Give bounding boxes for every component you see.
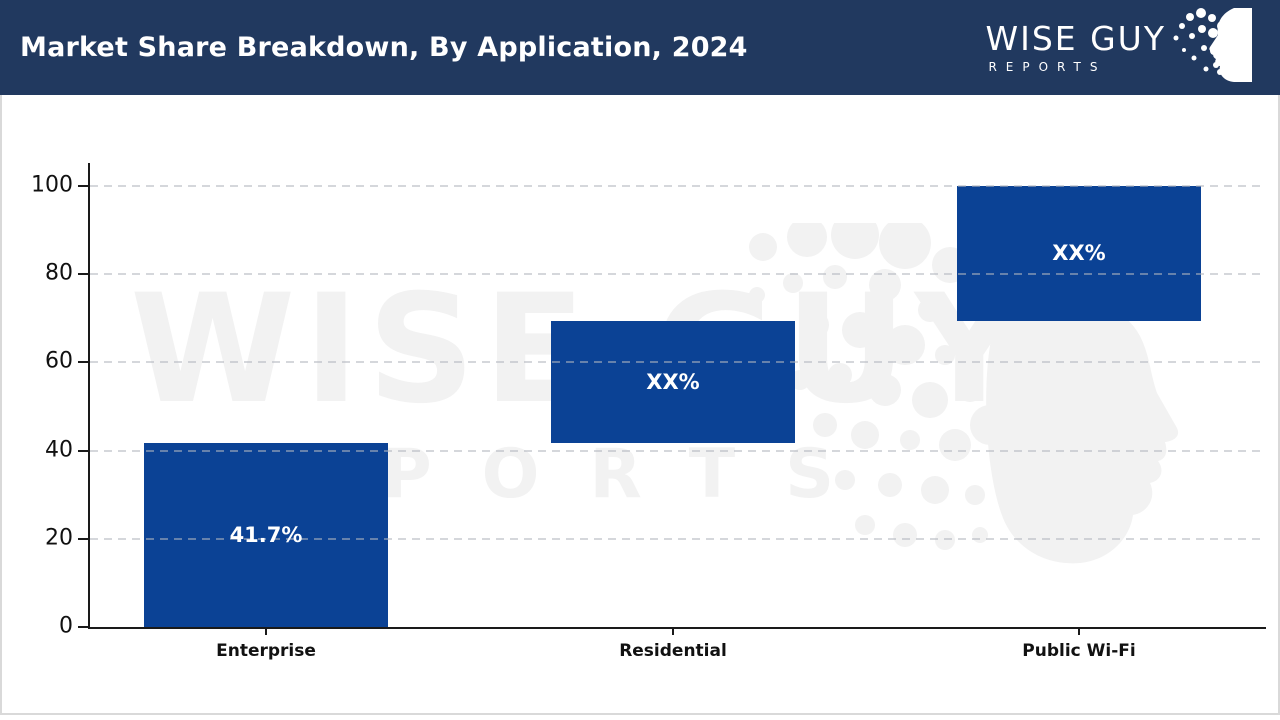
bar-public-wi-fi bbox=[957, 186, 1201, 321]
y-tick-40 bbox=[78, 449, 88, 452]
bar-value-label: XX% bbox=[1052, 241, 1106, 266]
y-tick-label: 20 bbox=[45, 525, 73, 551]
header-bar: Market Share Breakdown, By Application, … bbox=[0, 0, 1280, 95]
y-tick-label: 60 bbox=[45, 348, 73, 374]
x-tick-2 bbox=[1078, 627, 1080, 635]
x-axis-label: Public Wi-Fi bbox=[1022, 641, 1136, 661]
gridline-40 bbox=[90, 449, 1266, 452]
gridline-60 bbox=[90, 361, 1266, 364]
gridline-20 bbox=[90, 537, 1266, 540]
bar-value-label: 41.7% bbox=[229, 523, 303, 548]
bar-value-label: XX% bbox=[646, 369, 700, 394]
y-tick-label: 100 bbox=[31, 172, 73, 198]
y-tick-80 bbox=[78, 273, 88, 276]
y-tick-60 bbox=[78, 361, 88, 364]
bar-residential bbox=[551, 320, 795, 444]
bar-enterprise bbox=[144, 443, 388, 627]
logo-word: WISE GUY bbox=[985, 18, 1166, 58]
x-tick-0 bbox=[265, 627, 267, 635]
y-tick-label: 0 bbox=[59, 613, 73, 639]
page-border-left bbox=[0, 95, 2, 715]
plot-area: 0 20 40 60 80 100 41.7% Enterprise XX% Residentia… bbox=[31, 163, 1266, 661]
x-axis-label: Enterprise bbox=[216, 641, 316, 661]
gridline-100 bbox=[90, 185, 1266, 187]
gridline-80 bbox=[90, 273, 1266, 276]
logo-wordmark: WISE GUY REPORTS bbox=[985, 22, 1166, 74]
page-border-right bbox=[1278, 95, 1280, 715]
page-border-bottom bbox=[0, 713, 1280, 715]
y-tick-label: 80 bbox=[45, 260, 73, 286]
page-title: Market Share Breakdown, By Application, … bbox=[20, 32, 748, 63]
y-tick-0 bbox=[78, 626, 88, 628]
y-tick-100 bbox=[78, 185, 88, 187]
logo-face-icon bbox=[1168, 6, 1254, 90]
logo-reports: REPORTS bbox=[988, 59, 1107, 74]
wiseguy-logo: WISE GUY REPORTS bbox=[985, 6, 1254, 90]
x-axis-label: Residential bbox=[619, 641, 727, 661]
x-tick-1 bbox=[672, 627, 674, 635]
y-tick-label: 40 bbox=[45, 437, 73, 463]
y-tick-20 bbox=[78, 537, 88, 540]
